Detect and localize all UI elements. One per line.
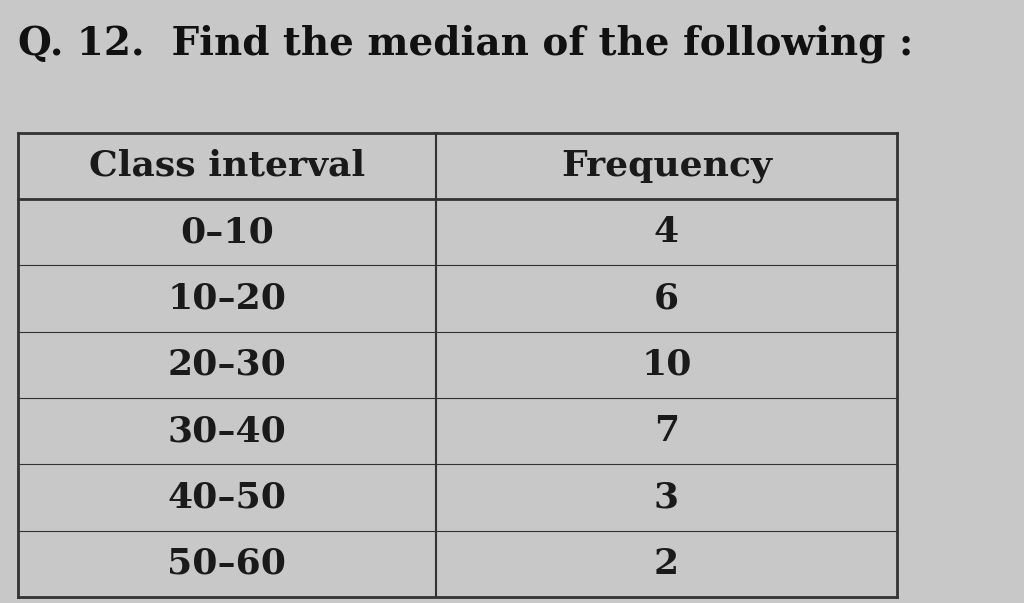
Text: 20–30: 20–30 — [168, 348, 287, 382]
Text: Frequency: Frequency — [561, 149, 772, 183]
Text: Class interval: Class interval — [89, 149, 365, 183]
Text: 10–20: 10–20 — [168, 282, 287, 315]
Bar — [18, 133, 897, 597]
Text: 30–40: 30–40 — [168, 414, 287, 448]
Text: Q. 12.  Find the median of the following :: Q. 12. Find the median of the following … — [18, 24, 913, 63]
Text: 0–10: 0–10 — [180, 215, 273, 249]
Text: 7: 7 — [654, 414, 679, 448]
Text: 6: 6 — [654, 282, 679, 315]
Text: 10: 10 — [641, 348, 692, 382]
Text: 3: 3 — [654, 481, 679, 514]
Text: 40–50: 40–50 — [168, 481, 287, 514]
Text: 2: 2 — [654, 547, 679, 581]
Text: 4: 4 — [654, 215, 679, 249]
Text: 50–60: 50–60 — [168, 547, 287, 581]
